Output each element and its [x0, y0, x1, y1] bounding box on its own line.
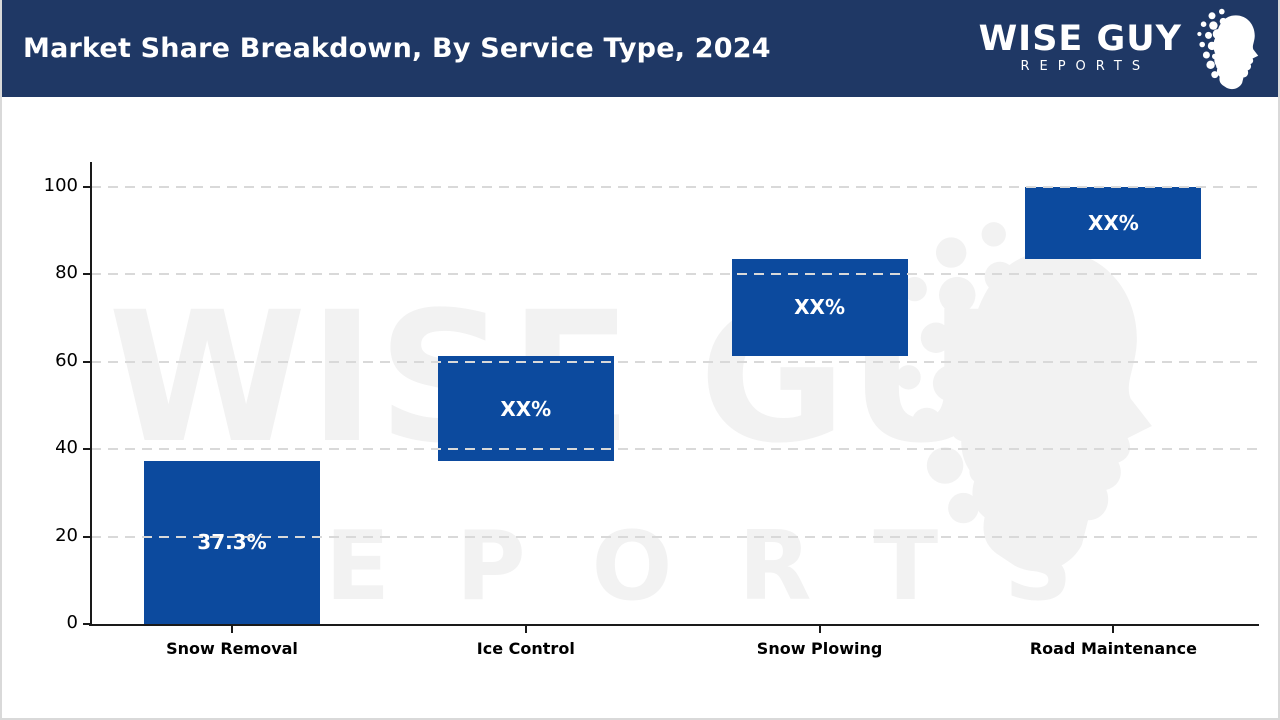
gridline	[91, 185, 1259, 188]
gridline	[91, 535, 1259, 538]
gridline	[91, 273, 1259, 275]
watermark-subtext: REPORTS	[186, 512, 1139, 622]
x-axis-tick	[231, 626, 233, 633]
y-axis-tick	[83, 448, 91, 450]
bar-value-label: XX%	[500, 396, 552, 421]
y-tick-label: 80	[55, 262, 78, 283]
y-axis-tick	[83, 623, 91, 625]
y-axis-tick	[83, 185, 91, 188]
x-axis-tick	[1112, 626, 1115, 633]
y-axis-tick	[83, 360, 91, 363]
wise-guy-reports-logo: WISE GUY REPORTS	[979, 6, 1268, 90]
y-tick-label: 60	[55, 349, 78, 371]
y-axis-tick	[83, 273, 91, 275]
bar-value-label: XX%	[1087, 210, 1139, 235]
bar-snow-removal: 37.3%	[144, 460, 320, 624]
page-title: Market Share Breakdown, By Service Type,…	[23, 33, 771, 64]
x-axis-tick	[818, 626, 821, 633]
bar-ice-control: XX%	[437, 356, 614, 461]
logo-wordmark: WISE GUY	[978, 19, 1182, 59]
x-category-label: Snow Removal	[166, 639, 298, 658]
x-category-label: Ice Control	[476, 639, 575, 658]
y-tick-label: 20	[55, 524, 78, 546]
y-tick-label: 40	[55, 437, 78, 458]
x-category-label: Snow Plowing	[756, 639, 883, 658]
x-axis-line	[89, 624, 1259, 626]
y-tick-label: 0	[66, 612, 78, 633]
gridline	[91, 448, 1259, 450]
y-axis-tick	[83, 535, 91, 538]
gridline	[91, 360, 1259, 363]
header: Market Share Breakdown, By Service Type,…	[2, 0, 1278, 97]
bar-road-maintenance: XX%	[1025, 186, 1202, 259]
x-category-label: Road Maintenance	[1029, 639, 1197, 658]
y-tick-label: 100	[43, 174, 78, 196]
watermark-head-icon	[887, 222, 1152, 572]
bar-value-label: XX%	[794, 295, 846, 320]
logo-head-icon	[1197, 8, 1259, 90]
y-axis-line	[90, 162, 92, 625]
logo-subtext: REPORTS	[1020, 59, 1151, 74]
bar-value-label: 37.3%	[197, 530, 267, 555]
x-axis-tick	[524, 626, 527, 633]
